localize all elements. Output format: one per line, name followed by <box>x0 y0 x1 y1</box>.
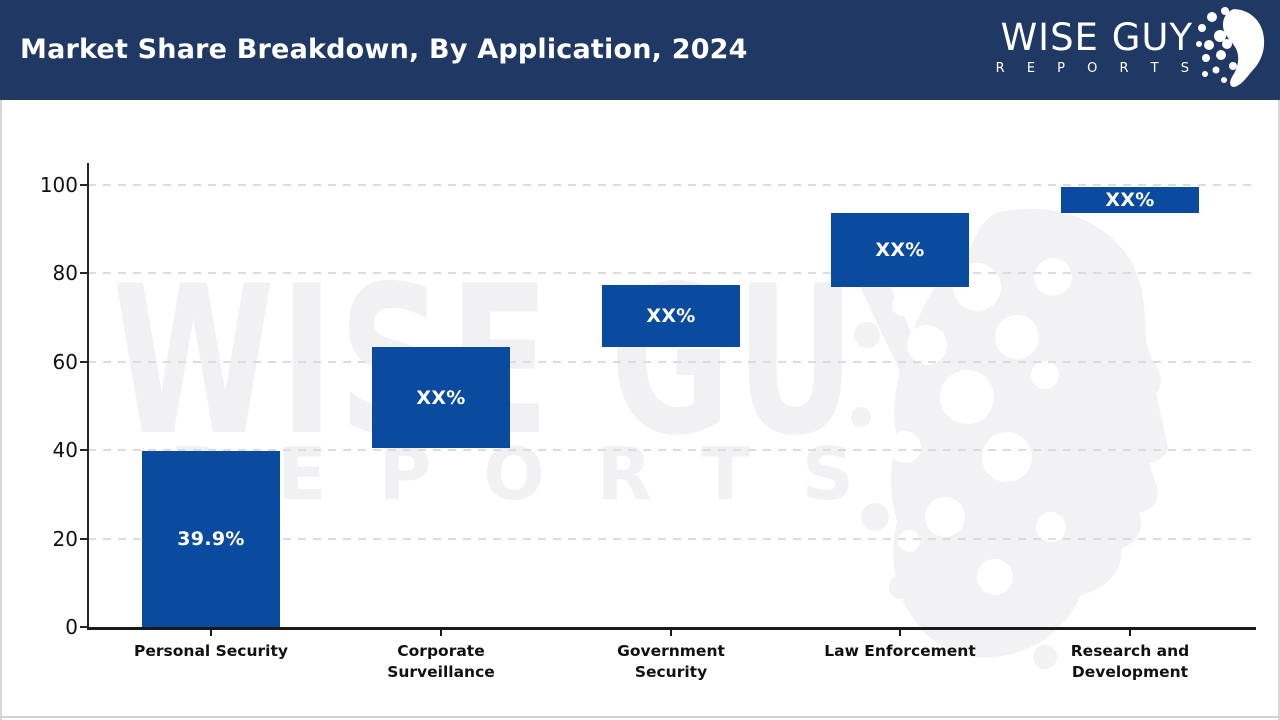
y-tick-label-0: 0 <box>65 615 78 639</box>
bar-3: XX% <box>831 212 969 287</box>
gridline-100 <box>88 184 1256 186</box>
y-tick-label-60: 60 <box>52 349 78 374</box>
y-tick-100 <box>80 184 88 186</box>
bar-2: XX% <box>602 284 740 347</box>
bar-value-label-2: XX% <box>646 304 696 327</box>
brand-logo: WISE GUY R E P O R T S <box>996 6 1266 94</box>
x-tick-label-1: Corporate Surveillance <box>387 642 495 681</box>
y-tick-0 <box>80 626 88 628</box>
y-tick-label-100: 100 <box>39 173 78 197</box>
left-border <box>0 100 2 720</box>
x-tick-4 <box>1129 627 1131 636</box>
y-tick-40 <box>80 449 88 452</box>
page-title: Market Share Breakdown, By Application, … <box>20 34 748 65</box>
y-tick-label-20: 20 <box>52 526 78 551</box>
y-axis-line <box>87 163 89 627</box>
brand-face-icon <box>1196 7 1265 87</box>
y-tick-label-80: 80 <box>52 261 78 286</box>
brand-name: WISE GUY <box>1000 16 1194 59</box>
x-tick-3 <box>899 627 901 636</box>
bar-1: XX% <box>372 346 510 449</box>
bar-value-label-3: XX% <box>875 238 925 261</box>
y-tick-label-40: 40 <box>52 438 78 463</box>
bar-value-label-0: 39.9% <box>177 527 245 550</box>
bar-value-label-4: XX% <box>1105 188 1155 211</box>
gridline-20 <box>88 537 1256 540</box>
gridline-80 <box>88 272 1256 275</box>
gridline-40 <box>88 449 1256 452</box>
bar-0: 39.9% <box>142 450 280 627</box>
right-border <box>1278 100 1280 720</box>
bar-4: XX% <box>1061 186 1199 213</box>
brand-logo-text: WISE GUY R E P O R T S <box>995 16 1198 76</box>
y-tick-60 <box>80 360 88 363</box>
x-tick-1 <box>440 627 442 636</box>
y-tick-20 <box>80 537 88 540</box>
gridline-60 <box>88 360 1256 363</box>
chart-canvas: WISE GUY REPORTS 0 20 40 60 80 100 39.9% XX% XX%… <box>0 100 1280 720</box>
footer-divider <box>0 716 1280 718</box>
y-tick-80 <box>80 272 88 275</box>
x-tick-label-3: Law Enforcement <box>824 642 976 660</box>
x-tick-label-4: Research and Development <box>1070 642 1190 681</box>
header-bar: Market Share Breakdown, By Application, … <box>0 0 1280 100</box>
brand-subtitle: R E P O R T S <box>995 60 1198 76</box>
x-tick-label-0: Personal Security <box>134 642 288 660</box>
x-tick-label-2: Government Security <box>617 642 725 681</box>
bar-value-label-1: XX% <box>416 386 466 409</box>
x-tick-2 <box>670 627 672 636</box>
x-tick-0 <box>210 627 212 636</box>
